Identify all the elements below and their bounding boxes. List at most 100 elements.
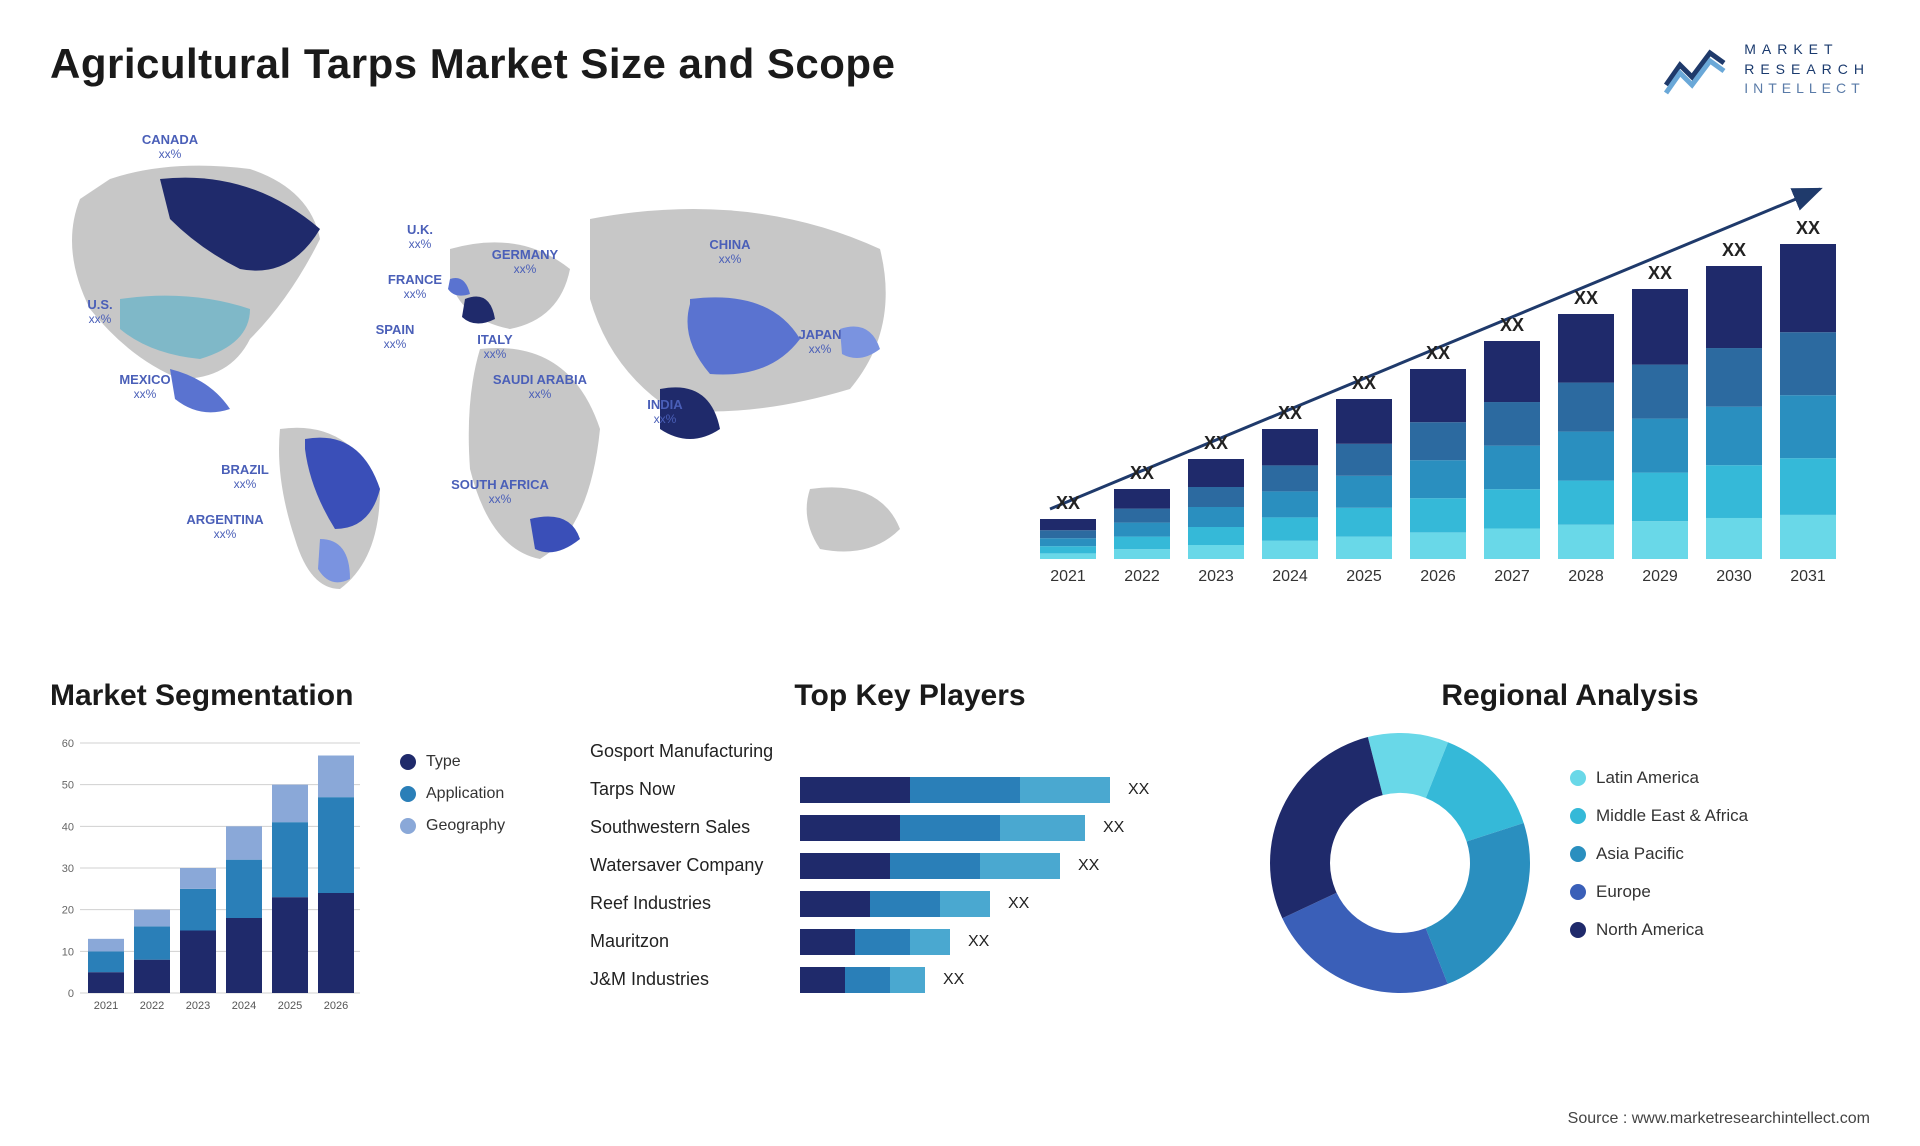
svg-text:BRAZIL: BRAZIL bbox=[221, 462, 269, 477]
svg-text:ARGENTINA: ARGENTINA bbox=[186, 512, 264, 527]
svg-text:2030: 2030 bbox=[1716, 568, 1752, 585]
legend-item: Asia Pacific bbox=[1570, 844, 1748, 864]
legend-item: Geography bbox=[400, 817, 505, 835]
logo-line3: INTELLECT bbox=[1744, 79, 1870, 99]
svg-text:XX: XX bbox=[1130, 463, 1154, 483]
player-value: XX bbox=[1008, 895, 1029, 913]
player-name: Tarps Now bbox=[590, 779, 790, 800]
svg-text:XX: XX bbox=[1500, 315, 1524, 335]
player-value: XX bbox=[943, 971, 964, 989]
player-value: XX bbox=[1128, 781, 1149, 799]
player-row: Southwestern Sales XX bbox=[590, 809, 1230, 847]
player-value: XX bbox=[968, 933, 989, 951]
player-bar bbox=[800, 929, 950, 955]
player-name: Mauritzon bbox=[590, 931, 790, 952]
svg-text:ITALY: ITALY bbox=[477, 332, 513, 347]
svg-text:2022: 2022 bbox=[140, 1000, 164, 1012]
world-map: CANADAxx%U.S.xx%MEXICOxx%BRAZILxx%ARGENT… bbox=[50, 129, 980, 629]
segmentation-panel: Market Segmentation 0 10 20 30 40 50 60 2021 202… bbox=[50, 679, 550, 1023]
growth-bar-chart: XX2021XX2022XX2023XX2024XX2025XX2026XX20… bbox=[1020, 129, 1870, 629]
svg-text:xx%: xx% bbox=[214, 527, 237, 541]
svg-text:XX: XX bbox=[1722, 240, 1746, 260]
svg-text:2028: 2028 bbox=[1568, 568, 1604, 585]
player-value: XX bbox=[1078, 857, 1099, 875]
logo-line1: MARKET bbox=[1744, 40, 1870, 60]
svg-text:xx%: xx% bbox=[809, 342, 832, 356]
svg-text:2021: 2021 bbox=[1050, 568, 1086, 585]
svg-text:xx%: xx% bbox=[489, 492, 512, 506]
player-bar bbox=[800, 815, 1085, 841]
brand-logo: MARKET RESEARCH INTELLECT bbox=[1662, 40, 1870, 99]
svg-text:xx%: xx% bbox=[384, 337, 407, 351]
svg-text:INDIA: INDIA bbox=[647, 397, 683, 412]
svg-text:xx%: xx% bbox=[529, 387, 552, 401]
svg-text:xx%: xx% bbox=[719, 252, 742, 266]
svg-text:10: 10 bbox=[62, 946, 74, 958]
svg-text:2026: 2026 bbox=[324, 1000, 348, 1012]
svg-text:xx%: xx% bbox=[159, 147, 182, 161]
player-bar bbox=[800, 777, 1110, 803]
player-name: J&M Industries bbox=[590, 969, 790, 990]
svg-text:XX: XX bbox=[1352, 373, 1376, 393]
logo-line2: RESEARCH bbox=[1744, 60, 1870, 80]
svg-text:2025: 2025 bbox=[1346, 568, 1382, 585]
legend-item: Latin America bbox=[1570, 768, 1748, 788]
svg-text:SPAIN: SPAIN bbox=[376, 322, 415, 337]
player-bar bbox=[800, 853, 1060, 879]
svg-text:0: 0 bbox=[68, 988, 74, 1000]
svg-text:FRANCE: FRANCE bbox=[388, 272, 442, 287]
player-bar bbox=[800, 967, 925, 993]
player-row: J&M Industries XX bbox=[590, 961, 1230, 999]
player-name: Reef Industries bbox=[590, 893, 790, 914]
player-row: Mauritzon XX bbox=[590, 923, 1230, 961]
svg-text:50: 50 bbox=[62, 779, 74, 791]
svg-text:XX: XX bbox=[1278, 403, 1302, 423]
segmentation-title: Market Segmentation bbox=[50, 679, 550, 713]
svg-text:XX: XX bbox=[1056, 493, 1080, 513]
svg-text:60: 60 bbox=[62, 738, 74, 750]
svg-text:XX: XX bbox=[1796, 218, 1820, 238]
svg-text:CANADA: CANADA bbox=[142, 132, 199, 147]
player-row: Gosport Manufacturing bbox=[590, 733, 1230, 771]
svg-text:2024: 2024 bbox=[232, 1000, 256, 1012]
player-name: Southwestern Sales bbox=[590, 817, 790, 838]
svg-text:2021: 2021 bbox=[94, 1000, 118, 1012]
svg-text:xx%: xx% bbox=[234, 477, 257, 491]
svg-text:2022: 2022 bbox=[1124, 568, 1160, 585]
player-value: XX bbox=[1103, 819, 1124, 837]
svg-text:MEXICO: MEXICO bbox=[119, 372, 170, 387]
svg-text:xx%: xx% bbox=[404, 287, 427, 301]
svg-text:40: 40 bbox=[62, 821, 74, 833]
page-title: Agricultural Tarps Market Size and Scope bbox=[50, 40, 895, 88]
player-row: Tarps Now XX bbox=[590, 771, 1230, 809]
svg-text:GERMANY: GERMANY bbox=[492, 247, 559, 262]
svg-text:xx%: xx% bbox=[134, 387, 157, 401]
svg-text:20: 20 bbox=[62, 904, 74, 916]
legend-item: Middle East & Africa bbox=[1570, 806, 1748, 826]
svg-text:JAPAN: JAPAN bbox=[798, 327, 841, 342]
svg-text:2023: 2023 bbox=[186, 1000, 210, 1012]
player-name: Gosport Manufacturing bbox=[590, 741, 790, 762]
legend-item: Europe bbox=[1570, 882, 1748, 902]
svg-text:xx%: xx% bbox=[409, 237, 432, 251]
svg-text:XX: XX bbox=[1426, 343, 1450, 363]
svg-text:XX: XX bbox=[1648, 263, 1672, 283]
svg-text:2024: 2024 bbox=[1272, 568, 1308, 585]
svg-text:2025: 2025 bbox=[278, 1000, 302, 1012]
svg-text:2029: 2029 bbox=[1642, 568, 1678, 585]
svg-text:30: 30 bbox=[62, 863, 74, 875]
svg-text:2027: 2027 bbox=[1494, 568, 1530, 585]
svg-text:XX: XX bbox=[1204, 433, 1228, 453]
player-row: Watersaver CompanyXX bbox=[590, 847, 1230, 885]
svg-text:SOUTH AFRICA: SOUTH AFRICA bbox=[451, 477, 549, 492]
svg-text:2026: 2026 bbox=[1420, 568, 1456, 585]
svg-text:CHINA: CHINA bbox=[709, 237, 751, 252]
players-title: Top Key Players bbox=[590, 679, 1230, 713]
players-panel: Top Key Players Gosport Manufacturing Tar… bbox=[590, 679, 1230, 1023]
svg-text:xx%: xx% bbox=[514, 262, 537, 276]
svg-text:2031: 2031 bbox=[1790, 568, 1826, 585]
player-row: Reef Industries XX bbox=[590, 885, 1230, 923]
source-attribution: Source : www.marketresearchintellect.com bbox=[1568, 1110, 1870, 1128]
legend-item: North America bbox=[1570, 920, 1748, 940]
svg-text:U.K.: U.K. bbox=[407, 222, 433, 237]
